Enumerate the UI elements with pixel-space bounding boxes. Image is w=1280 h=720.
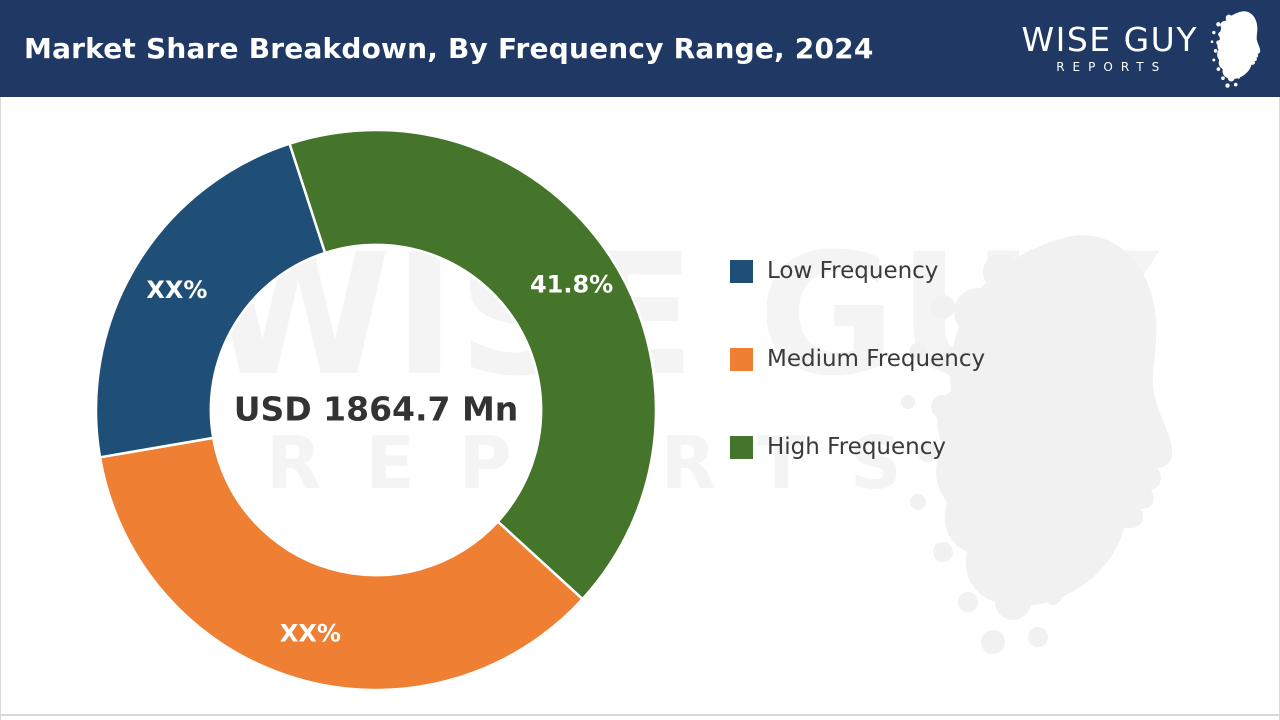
donut-center-value: USD 1864.7 Mn: [233, 389, 519, 429]
bottom-divider: [1, 714, 1279, 716]
chart-area: WISE GUY REPORTS 41.8%XX%XX% USD 1864.7 …: [0, 97, 1280, 720]
legend-swatch-high-frequency: [730, 436, 753, 459]
donut-slice-low-frequency: [94, 142, 327, 459]
donut-slice-label-low-frequency: XX%: [146, 276, 207, 304]
page-title: Market Share Breakdown, By Frequency Ran…: [24, 32, 874, 65]
legend-label-low-frequency: Low Frequency: [767, 258, 939, 284]
legend-item-low-frequency: Low Frequency: [730, 260, 985, 283]
legend-item-high-frequency: High Frequency: [730, 436, 985, 459]
donut-chart: 41.8% XX% XX%: [94, 128, 658, 692]
donut-slice-label-medium-frequency: XX%: [280, 620, 341, 648]
logo-title: WISE GUY: [1021, 20, 1198, 59]
legend-item-medium-frequency: Medium Frequency: [730, 348, 985, 371]
legend-swatch-medium-frequency: [730, 348, 753, 371]
logo-subtitle: REPORTS: [1056, 60, 1168, 74]
legend: Low Frequency Medium Frequency High Freque…: [730, 260, 985, 459]
donut-slice-medium-frequency: [98, 436, 584, 692]
legend-label-high-frequency: High Frequency: [767, 434, 946, 460]
logo-wordmark: WISE GUY REPORTS: [1021, 23, 1198, 74]
legend-swatch-low-frequency: [730, 260, 753, 283]
donut-slice-label-high-frequency: 41.8%: [530, 271, 613, 299]
donut-slice-high-frequency: [288, 128, 658, 601]
dotted-head-profile-icon: [1204, 7, 1262, 91]
brand-logo: WISE GUY REPORTS: [1021, 7, 1262, 91]
legend-label-medium-frequency: Medium Frequency: [767, 346, 986, 372]
header: Market Share Breakdown, By Frequency Ran…: [0, 0, 1280, 97]
